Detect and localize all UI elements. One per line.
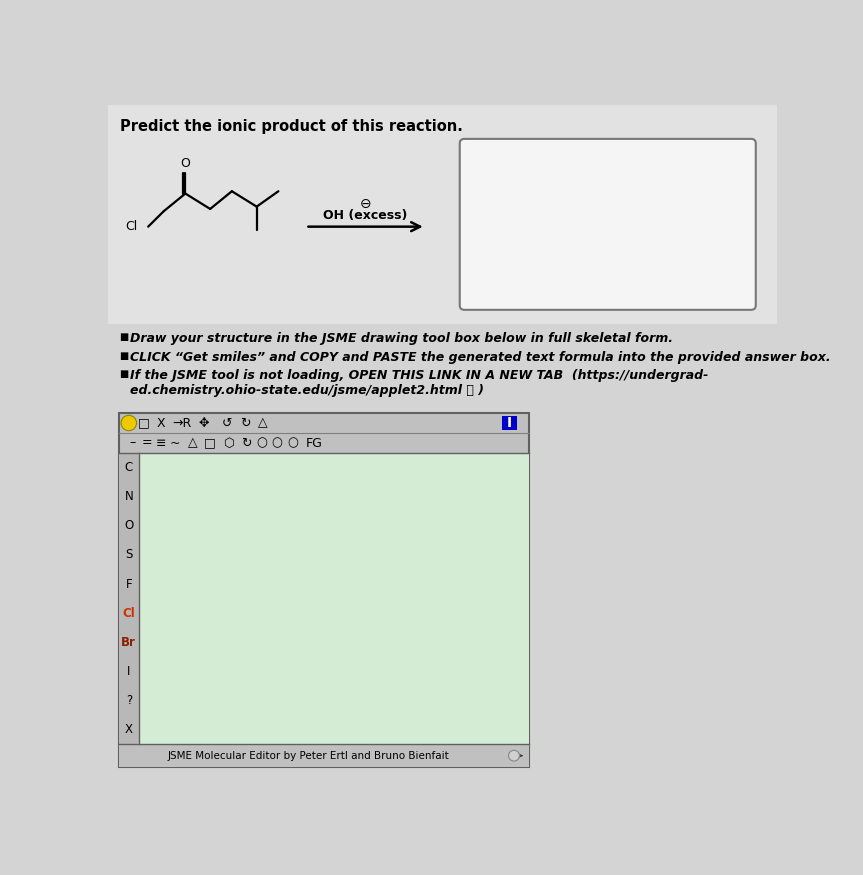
Text: X: X [125,723,133,736]
Bar [119,413,530,767]
Text: I: I [127,665,130,678]
Text: ↻: ↻ [241,437,251,450]
Text: ■: ■ [119,351,128,360]
Text: ≡: ≡ [155,437,166,450]
Bar [139,453,530,744]
Text: ■: ■ [119,369,128,379]
Text: S: S [125,549,133,562]
Bar [501,416,517,430]
Bar [108,105,777,325]
Text: Draw your structure in the JSME drawing tool box below in full skeletal form.: Draw your structure in the JSME drawing … [129,332,672,345]
Text: □: □ [138,416,149,430]
Text: ○: ○ [271,437,282,450]
Text: Br: Br [122,636,136,648]
Text: C: C [124,461,133,474]
Text: △: △ [187,437,197,450]
Text: △: △ [258,416,268,430]
Text: –: – [129,437,135,450]
Text: □: □ [205,437,216,450]
Text: N: N [124,490,133,503]
Text: ○: ○ [256,437,267,450]
Text: →R: →R [173,416,192,430]
Text: X: X [157,416,166,430]
Text: F: F [125,578,132,591]
Text: ■: ■ [119,332,128,342]
Bar [119,744,530,767]
Text: ↻: ↻ [240,416,250,430]
Text: If the JSME tool is not loading, OPEN THIS LINK IN A NEW TAB  (https://undergrad: If the JSME tool is not loading, OPEN TH… [129,369,708,397]
Bar [119,453,139,744]
Text: O: O [180,158,191,171]
Text: ↺: ↺ [222,416,232,430]
Circle shape [508,750,520,761]
Text: OH (excess): OH (excess) [324,209,407,222]
Text: Cl: Cl [125,220,137,233]
Text: ⬡: ⬡ [223,437,233,450]
Text: Cl: Cl [123,606,135,620]
Text: I: I [507,416,512,430]
Text: ?: ? [126,694,132,707]
Text: Predict the ionic product of this reaction.: Predict the ionic product of this reacti… [119,119,463,134]
Text: FG: FG [306,437,323,450]
Text: JSME Molecular Editor by Peter Ertl and Bruno Bienfait: JSME Molecular Editor by Peter Ertl and … [167,751,450,760]
Text: ○: ○ [287,437,298,450]
Text: ✥: ✥ [198,416,209,430]
Text: =: = [142,437,152,450]
Text: CLICK “Get smiles” and COPY and PASTE the generated text formula into the provid: CLICK “Get smiles” and COPY and PASTE th… [129,351,830,364]
Circle shape [121,416,136,430]
Text: ⊖: ⊖ [360,197,371,211]
Text: ~: ~ [169,437,180,450]
FancyBboxPatch shape [460,139,756,310]
Text: O: O [124,519,134,532]
